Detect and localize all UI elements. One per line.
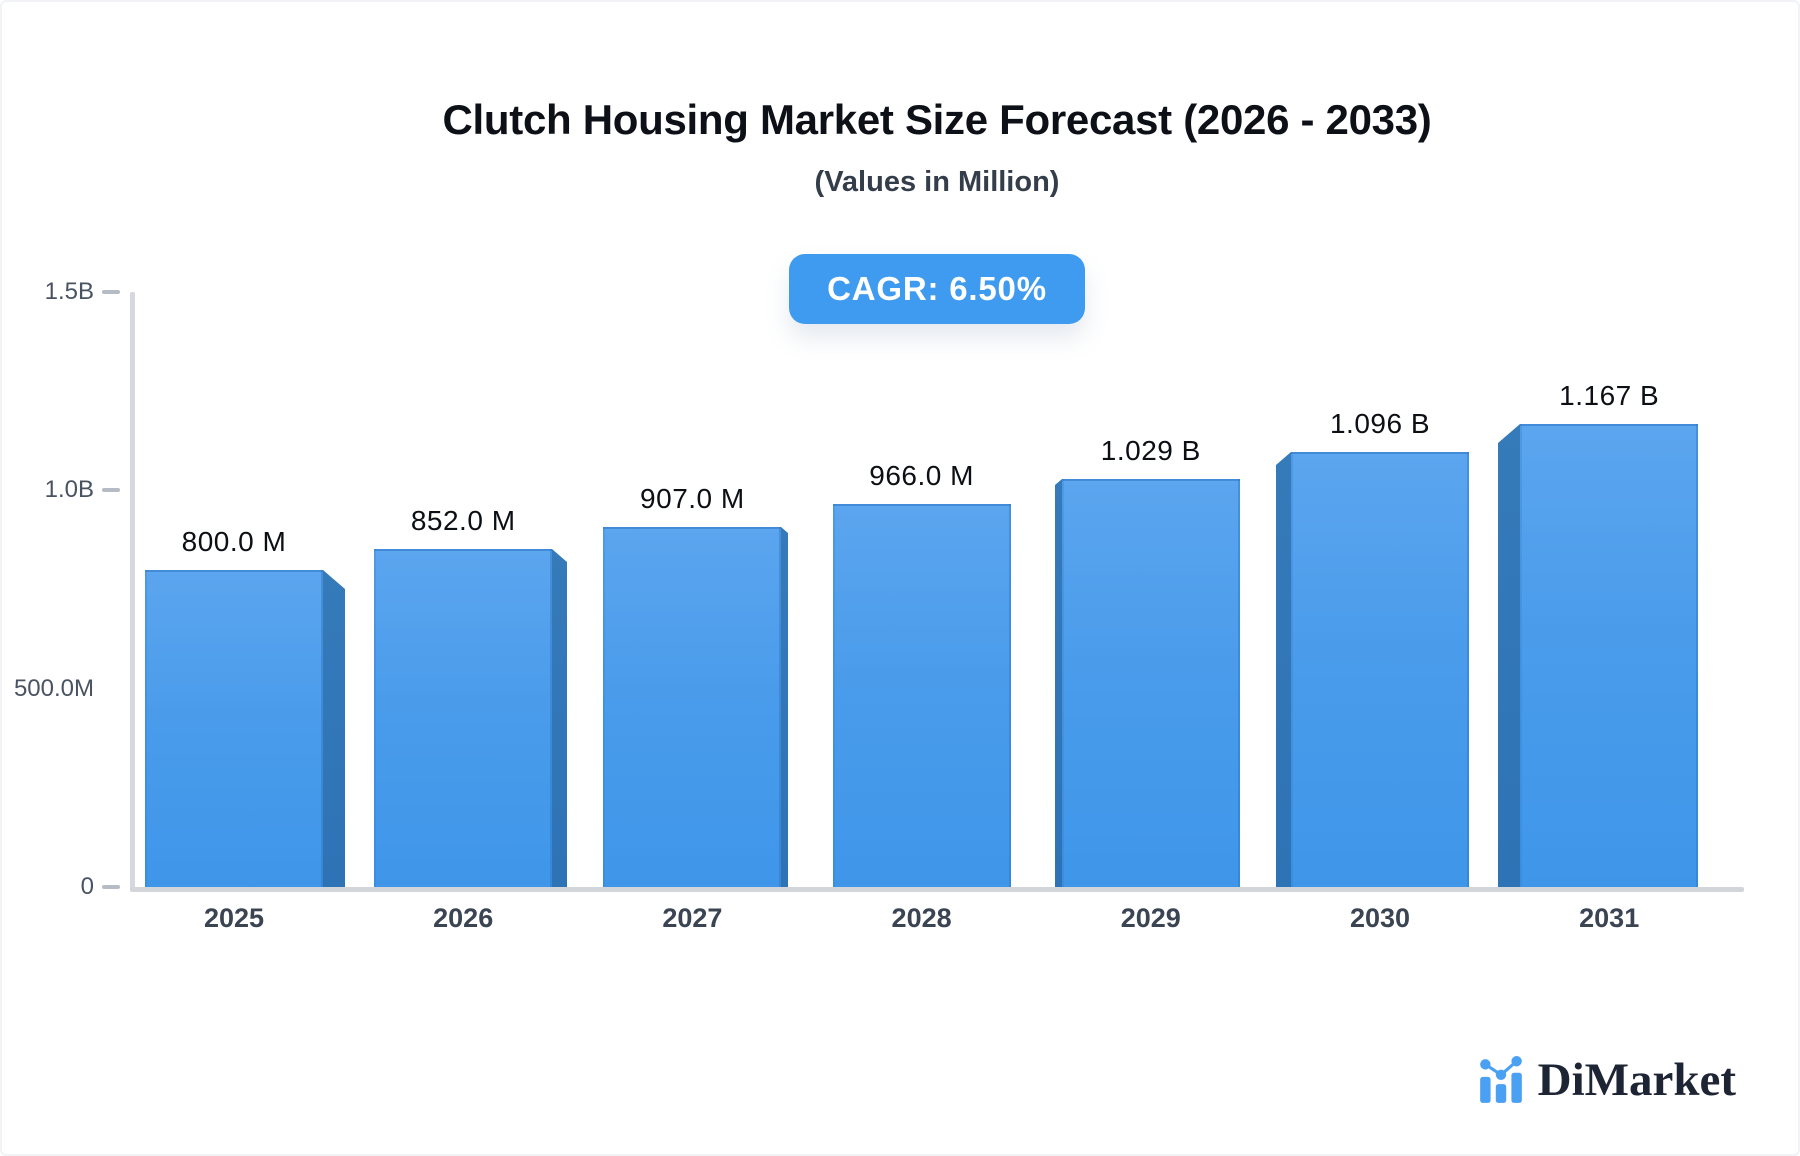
bar-side-face-2027	[781, 527, 788, 887]
bar-value-label-2027: 907.0 M	[640, 483, 745, 514]
bar-2030	[1291, 452, 1469, 887]
bar-2031	[1520, 424, 1698, 887]
cagr-badge: CAGR: 6.50%	[789, 254, 1085, 324]
bar-side-face-2025	[323, 570, 345, 887]
x-axis-label-2029: 2029	[1120, 903, 1181, 933]
x-axis-label-2025: 2025	[203, 903, 265, 933]
dimarket-bar-chart-logo-icon	[1479, 1056, 1522, 1103]
y-axis-tick-label-1.5B: 1.5B	[44, 278, 94, 305]
y-axis-tick-label-0: 0	[80, 873, 94, 900]
dimarket-logo: DiMarket	[1476, 1054, 1736, 1106]
bar-value-label-2029: 1.029 B	[1100, 435, 1201, 466]
y-axis-tick-mark-1.5B	[102, 290, 120, 294]
x-axis-label-2027: 2027	[662, 903, 723, 933]
dimarket-logo-text: DiMarket	[1537, 1054, 1736, 1106]
bar-2025	[145, 570, 323, 887]
bar-2029	[1062, 479, 1240, 887]
bar-side-face-2030	[1276, 452, 1291, 887]
bar-2028	[833, 504, 1011, 887]
bar-2026	[374, 549, 552, 887]
cagr-badge-row: CAGR: 6.50%	[72, 254, 1798, 324]
x-axis-label-2028: 2028	[891, 903, 952, 933]
chart-title: Clutch Housing Market Size Forecast (202…	[442, 96, 1432, 143]
y-axis-tick-mark-0	[102, 885, 120, 889]
bar-side-face-2029	[1055, 479, 1062, 887]
bar-value-label-2028: 966.0 M	[869, 460, 974, 491]
y-axis-line	[130, 292, 135, 891]
bar-value-label-2026: 852.0 M	[410, 505, 516, 536]
bar-value-label-2030: 1.096 B	[1329, 408, 1431, 439]
bar-side-face-2026	[552, 549, 567, 887]
bar-2027	[603, 527, 781, 887]
y-axis-tick-label-500.0M: 500.0M	[13, 674, 94, 702]
chart-subtitle: (Values in Million)	[814, 166, 1060, 198]
x-axis-line	[130, 887, 1744, 892]
y-axis-tick-mark-1.0B	[102, 488, 120, 493]
bar-side-face-2031	[1498, 424, 1520, 887]
x-axis-label-2030: 2030	[1349, 903, 1411, 933]
x-axis-label-2026: 2026	[433, 903, 494, 933]
bar-value-label-2025: 800.0 M	[181, 526, 287, 557]
bar-value-label-2031: 1.167 B	[1559, 380, 1660, 411]
y-axis-tick-label-1.0B: 1.0B	[44, 476, 94, 504]
x-axis-label-2031: 2031	[1579, 903, 1640, 933]
